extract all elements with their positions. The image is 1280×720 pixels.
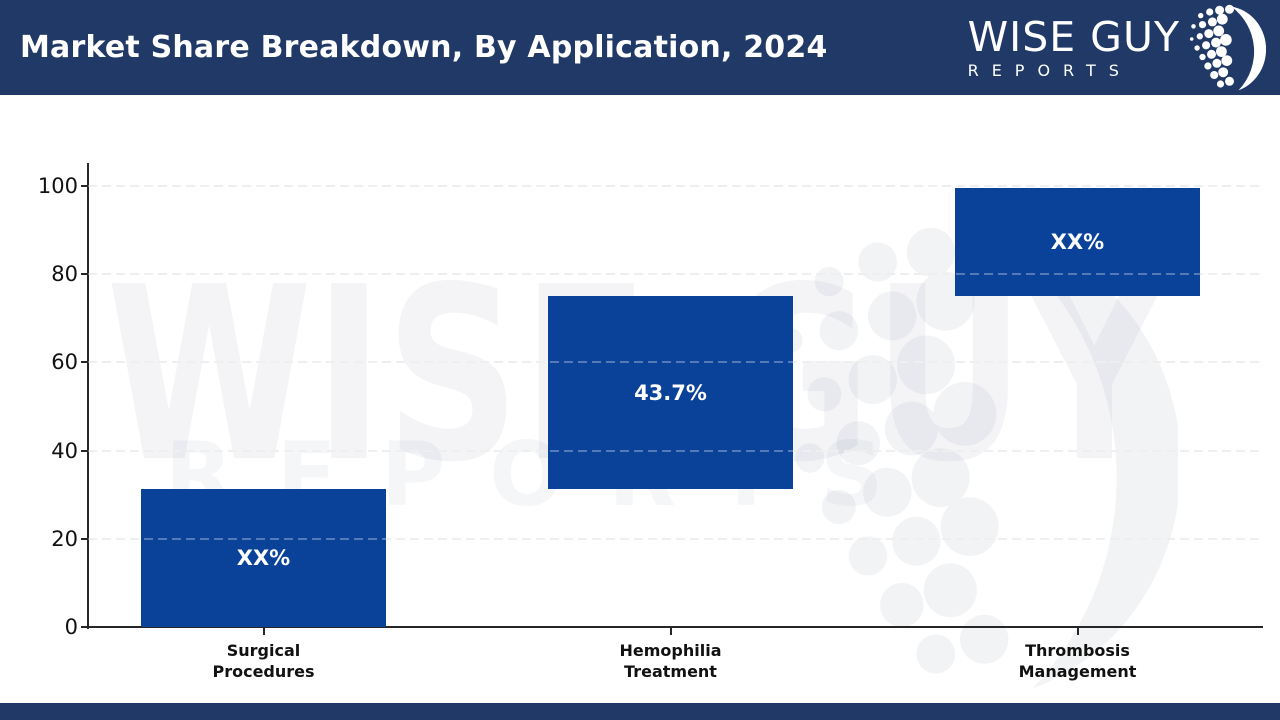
footer-bar (0, 703, 1280, 720)
y-axis-tick-mark (81, 361, 88, 364)
x-axis-line (87, 626, 1263, 628)
header-bar: Market Share Breakdown, By Application, … (0, 0, 1280, 95)
y-axis-tick-label: 40 (51, 438, 78, 463)
y-axis-tick-label: 20 (51, 526, 78, 551)
bar-value-label: 43.7% (634, 380, 707, 405)
y-axis-tick-mark (81, 537, 88, 540)
bar-value-label: XX% (236, 545, 291, 570)
page-title: Market Share Breakdown, By Application, … (20, 30, 828, 65)
y-axis-tick-label: 100 (37, 174, 78, 198)
logo-primary-text: WISE GUY (967, 12, 1180, 61)
logo: WISE GUY REPORTS (968, 3, 1266, 93)
x-axis-category-label: Surgical Procedures (212, 641, 315, 681)
gridline-overlay (88, 537, 1262, 540)
y-axis-line (87, 163, 89, 629)
chart-area: WISE GUY REPORTS 020406080100XX%Surgical… (0, 95, 1280, 703)
y-axis-tick-mark (81, 626, 88, 628)
logo-wordmark: WISE GUY REPORTS (968, 15, 1180, 81)
y-axis-tick-mark (81, 273, 88, 276)
x-axis-category-label: Thrombosis Management (1018, 641, 1137, 681)
gridline-overlay (88, 273, 1262, 276)
gridline (88, 273, 1262, 276)
gridline-overlay (88, 185, 1262, 187)
y-axis-tick-label: 60 (51, 350, 78, 375)
x-axis-tick-mark (669, 628, 672, 635)
x-axis-category-label: Hemophilia Treatment (619, 641, 722, 681)
y-axis-tick-label: 80 (51, 262, 78, 287)
x-axis-tick-mark (262, 628, 265, 635)
bar-value-label: XX% (1050, 230, 1105, 255)
x-axis-tick-mark (1076, 628, 1079, 635)
gridline (88, 537, 1262, 540)
logo-face-icon (1189, 4, 1266, 90)
gridline-overlay (88, 449, 1262, 452)
y-axis-tick-mark (81, 185, 88, 187)
waterfall-bar (548, 296, 793, 489)
gridline-overlay (88, 361, 1262, 364)
logo-secondary-text: REPORTS (967, 60, 1132, 80)
gridline (88, 185, 1262, 187)
waterfall-bar (141, 488, 386, 627)
y-axis-tick-label: 0 (64, 615, 78, 639)
y-axis-tick-mark (81, 449, 88, 452)
waterfall-bar (955, 188, 1200, 297)
